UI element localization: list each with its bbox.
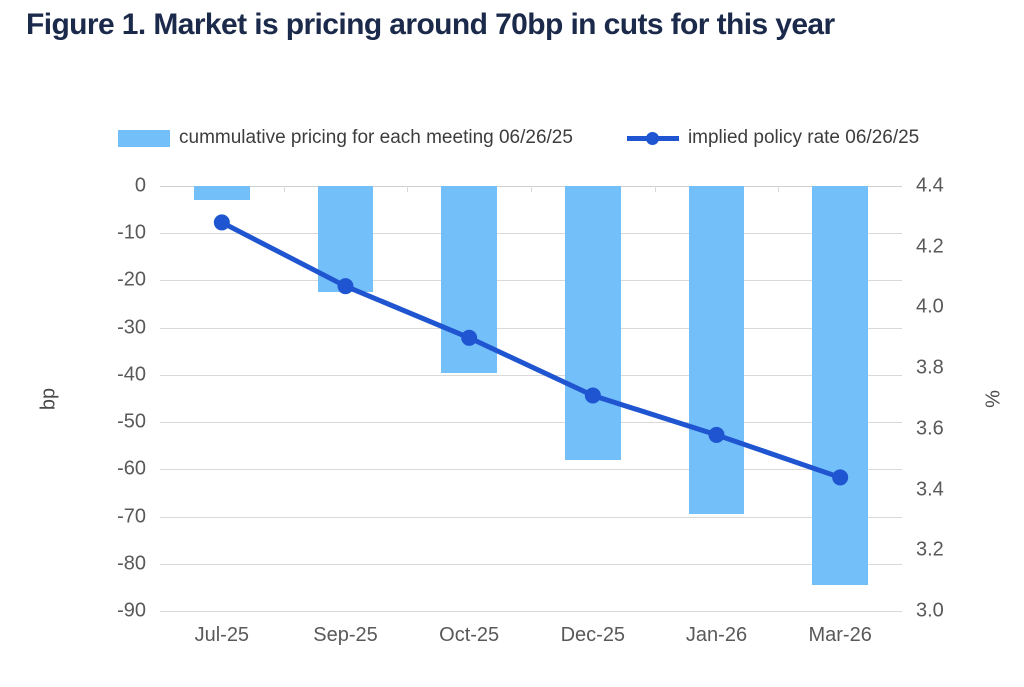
legend-line-marker-swatch-icon <box>626 129 679 147</box>
bar <box>812 186 868 586</box>
left-axis-tick-label: -70 <box>117 505 146 528</box>
page-title: Figure 1. Market is pricing around 70bp … <box>26 8 835 41</box>
left-axis-tick-label: -50 <box>117 410 146 433</box>
x-axis-tick-label: Mar-26 <box>808 624 872 646</box>
left-axis-tick-label: -40 <box>117 363 146 386</box>
left-axis-tick-label: -30 <box>117 316 146 339</box>
line-markers <box>213 214 849 486</box>
line-path <box>219 219 843 480</box>
line-marker <box>337 278 354 295</box>
left-axis-tick-label: -90 <box>117 599 146 622</box>
left-axis-tick-label: -60 <box>117 457 146 480</box>
x-axis-tick-mark <box>654 186 656 192</box>
right-axis-title: % <box>982 389 1005 408</box>
gridline <box>160 327 902 329</box>
left-axis-title: bp <box>37 387 60 410</box>
line-marker <box>584 387 601 404</box>
bar <box>565 186 621 460</box>
x-axis-tick-mark <box>778 186 780 192</box>
legend-item-cummulative-pricing[interactable]: cummulative pricing for each meeting 06/… <box>118 127 573 149</box>
chart-legend: cummulative pricing for each meeting 06/… <box>118 122 948 154</box>
right-axis-tick-label: 4.0 <box>916 295 944 318</box>
bar <box>688 186 745 515</box>
x-axis-tick-label: Jul-25 <box>194 624 250 646</box>
gridline <box>160 469 902 471</box>
gridline <box>160 516 902 518</box>
plot-area: 0 -10 -20 -30 -40 -50 -60 -70 -80 -90 4.4 4.2 4.0 3.… <box>38 175 1005 647</box>
left-axis-tick-label: -10 <box>117 221 146 244</box>
x-axis-tick-label: Sep-25 <box>313 624 378 646</box>
x-axis-tick-label: Dec-25 <box>560 624 626 646</box>
x-axis-tick-label: Jan-26 <box>685 624 748 646</box>
line-marker <box>708 426 725 443</box>
legend-item-label: cummulative pricing for each meeting 06/… <box>179 127 573 148</box>
line-series <box>213 214 849 486</box>
right-axis-tick-label: 4.2 <box>916 235 944 258</box>
line-marker <box>832 469 849 486</box>
gridline <box>160 374 902 376</box>
line-marker <box>213 214 230 231</box>
legend-item-label: implied policy rate 06/26/25 <box>687 127 920 148</box>
right-axis-tick-label: 4.4 <box>916 174 944 197</box>
legend-bar-swatch-icon <box>118 129 170 147</box>
x-axis-tick-mark <box>407 186 409 192</box>
x-axis-tick-label: Oct-25 <box>439 624 500 646</box>
right-axis-tick-label: 3.2 <box>916 538 944 561</box>
bar <box>194 186 250 201</box>
right-axis-tick-label: 3.6 <box>916 417 944 440</box>
gridline <box>160 280 902 282</box>
gridline <box>160 563 902 565</box>
gridline <box>160 233 902 235</box>
gridline <box>160 422 902 424</box>
x-axis-tick-mark <box>531 186 532 192</box>
left-axis-tick-label: -20 <box>117 268 146 291</box>
gridline <box>160 611 902 612</box>
left-axis-tick-label: 0 <box>134 174 146 197</box>
right-axis-tick-label: 3.8 <box>916 356 944 379</box>
line-marker <box>461 329 478 346</box>
left-axis-tick-label: -80 <box>117 552 146 575</box>
right-axis-tick-label: 3.4 <box>916 478 944 501</box>
legend-item-implied-policy-rate[interactable]: implied policy rate 06/26/25 <box>626 127 920 149</box>
right-axis-tick-label: 3.0 <box>916 599 944 622</box>
x-axis-tick-mark <box>283 186 285 192</box>
